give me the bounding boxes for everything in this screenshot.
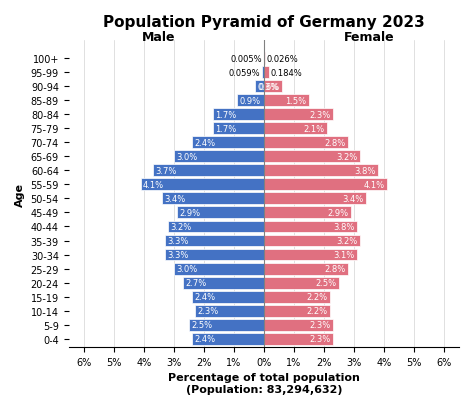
- Text: 0.3%: 0.3%: [257, 83, 278, 92]
- Bar: [165, 235, 264, 247]
- Text: 3.2%: 3.2%: [170, 222, 191, 231]
- Bar: [174, 263, 264, 275]
- Bar: [192, 137, 264, 149]
- Text: 4.1%: 4.1%: [364, 180, 384, 189]
- Text: 4.1%: 4.1%: [143, 180, 164, 189]
- Text: 3.0%: 3.0%: [176, 153, 197, 162]
- Bar: [264, 179, 387, 191]
- Text: 2.7%: 2.7%: [185, 279, 206, 288]
- Text: 2.1%: 2.1%: [303, 124, 325, 133]
- Bar: [264, 319, 333, 331]
- Bar: [264, 151, 360, 163]
- Text: 0.6%: 0.6%: [258, 83, 280, 92]
- Text: 3.8%: 3.8%: [354, 166, 375, 175]
- Bar: [192, 333, 264, 345]
- Bar: [162, 193, 264, 205]
- Text: 3.8%: 3.8%: [333, 222, 355, 231]
- Title: Population Pyramid of Germany 2023: Population Pyramid of Germany 2023: [103, 15, 425, 30]
- Text: 2.8%: 2.8%: [324, 139, 346, 147]
- Bar: [153, 165, 264, 177]
- Bar: [237, 95, 264, 107]
- Text: 3.2%: 3.2%: [336, 153, 357, 162]
- Text: 2.9%: 2.9%: [328, 209, 348, 218]
- Text: 2.4%: 2.4%: [194, 335, 215, 344]
- Bar: [264, 263, 348, 275]
- Text: 2.4%: 2.4%: [194, 139, 215, 147]
- Bar: [264, 123, 327, 135]
- Bar: [264, 277, 339, 289]
- Text: 2.2%: 2.2%: [306, 292, 328, 301]
- Bar: [264, 221, 357, 233]
- Bar: [189, 319, 264, 331]
- Bar: [141, 179, 264, 191]
- Bar: [165, 249, 264, 261]
- Text: 3.3%: 3.3%: [167, 250, 189, 259]
- Bar: [264, 249, 357, 261]
- Bar: [255, 81, 264, 93]
- Text: 3.3%: 3.3%: [167, 236, 189, 245]
- Text: 0.026%: 0.026%: [266, 54, 298, 63]
- Text: 1.7%: 1.7%: [215, 110, 237, 119]
- Bar: [192, 291, 264, 303]
- Text: 0.005%: 0.005%: [230, 54, 262, 63]
- Bar: [264, 291, 330, 303]
- Text: 3.7%: 3.7%: [155, 166, 176, 175]
- Y-axis label: Age: Age: [15, 182, 25, 206]
- Text: 2.4%: 2.4%: [194, 292, 215, 301]
- Text: 2.8%: 2.8%: [324, 264, 346, 273]
- Bar: [177, 207, 264, 219]
- Bar: [168, 221, 264, 233]
- Text: Male: Male: [142, 31, 175, 44]
- Bar: [264, 333, 333, 345]
- Text: 2.9%: 2.9%: [179, 209, 201, 218]
- Bar: [264, 305, 330, 317]
- Text: 2.5%: 2.5%: [191, 320, 212, 329]
- Text: 1.5%: 1.5%: [285, 97, 307, 106]
- Text: 3.4%: 3.4%: [164, 194, 185, 203]
- Bar: [213, 123, 264, 135]
- Bar: [264, 193, 366, 205]
- Text: 3.0%: 3.0%: [176, 264, 197, 273]
- Bar: [213, 109, 264, 121]
- Bar: [264, 81, 282, 93]
- Bar: [264, 95, 309, 107]
- Bar: [183, 277, 264, 289]
- Text: 2.3%: 2.3%: [309, 335, 330, 344]
- Bar: [264, 165, 378, 177]
- Text: 3.4%: 3.4%: [342, 194, 364, 203]
- Bar: [264, 207, 351, 219]
- Text: 0.059%: 0.059%: [229, 68, 261, 77]
- Bar: [264, 235, 360, 247]
- Bar: [262, 67, 264, 79]
- Bar: [195, 305, 264, 317]
- X-axis label: Percentage of total population
(Population: 83,294,632): Percentage of total population (Populati…: [168, 373, 360, 394]
- Text: 2.5%: 2.5%: [315, 279, 337, 288]
- Text: 3.1%: 3.1%: [333, 250, 355, 259]
- Text: 2.3%: 2.3%: [309, 110, 330, 119]
- Text: 2.2%: 2.2%: [306, 306, 328, 315]
- Bar: [174, 151, 264, 163]
- Text: 1.7%: 1.7%: [215, 124, 237, 133]
- Bar: [264, 67, 269, 79]
- Bar: [264, 137, 348, 149]
- Text: 2.3%: 2.3%: [309, 320, 330, 329]
- Bar: [264, 109, 333, 121]
- Text: 0.9%: 0.9%: [239, 97, 260, 106]
- Text: 0.184%: 0.184%: [271, 68, 302, 77]
- Text: 3.2%: 3.2%: [336, 236, 357, 245]
- Text: 2.3%: 2.3%: [197, 306, 219, 315]
- Text: Female: Female: [344, 31, 394, 44]
